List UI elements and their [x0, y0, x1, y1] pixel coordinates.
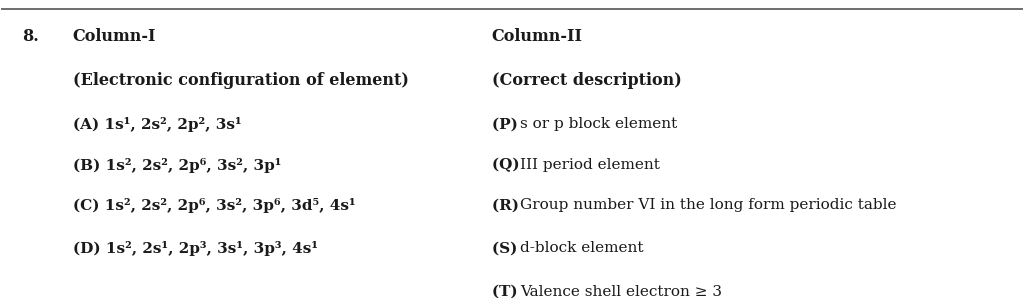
Text: (B) 1s², 2s², 2p⁶, 3s², 3p¹: (B) 1s², 2s², 2p⁶, 3s², 3p¹ [73, 158, 282, 173]
Text: (S): (S) [492, 241, 522, 255]
Text: (Q): (Q) [492, 158, 524, 172]
Text: (P): (P) [492, 117, 522, 131]
Text: Group number VI in the long form periodic table: Group number VI in the long form periodi… [520, 198, 897, 212]
Text: III period element: III period element [520, 158, 660, 172]
Text: (Correct description): (Correct description) [492, 72, 681, 89]
Text: d-block element: d-block element [520, 241, 644, 255]
Text: (A) 1s¹, 2s², 2p², 3s¹: (A) 1s¹, 2s², 2p², 3s¹ [73, 117, 242, 132]
Text: (D) 1s², 2s¹, 2p³, 3s¹, 3p³, 4s¹: (D) 1s², 2s¹, 2p³, 3s¹, 3p³, 4s¹ [73, 241, 317, 257]
Text: (Electronic configuration of element): (Electronic configuration of element) [73, 72, 409, 89]
Text: 8.: 8. [22, 28, 39, 45]
Text: Column-II: Column-II [492, 28, 583, 45]
Text: (T): (T) [492, 285, 522, 298]
Text: (C) 1s², 2s², 2p⁶, 3s², 3p⁶, 3d⁵, 4s¹: (C) 1s², 2s², 2p⁶, 3s², 3p⁶, 3d⁵, 4s¹ [73, 198, 355, 213]
Text: Valence shell electron ≥ 3: Valence shell electron ≥ 3 [520, 285, 722, 298]
Text: Column-I: Column-I [73, 28, 157, 45]
Text: (R): (R) [492, 198, 524, 212]
Text: s or p block element: s or p block element [520, 117, 678, 131]
